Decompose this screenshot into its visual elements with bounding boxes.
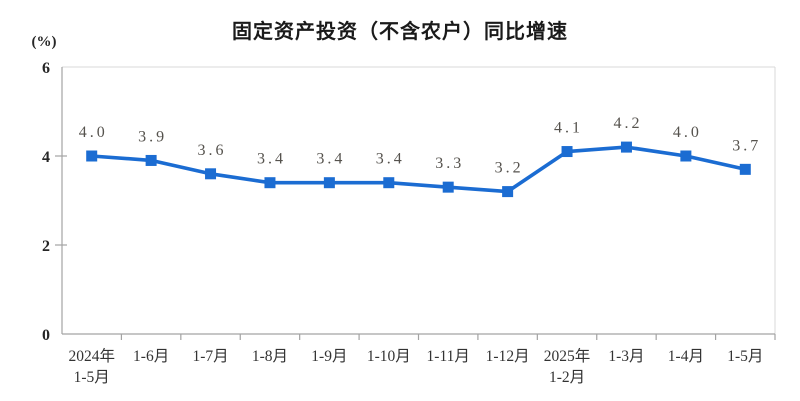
y-axis-tick-label: 4 bbox=[42, 149, 50, 166]
x-axis-tick-label: 1-10月 bbox=[367, 348, 411, 365]
data-point-label: 3.9 bbox=[138, 128, 167, 145]
x-axis-tick-label: 1-9月 bbox=[311, 348, 347, 365]
data-point-label: 4.0 bbox=[673, 124, 702, 141]
data-point-marker bbox=[145, 154, 157, 166]
data-point-label: 3.6 bbox=[198, 142, 227, 159]
data-point-label: 4.1 bbox=[554, 120, 583, 137]
data-point-label: 3.4 bbox=[316, 151, 345, 168]
x-axis-tick-label: 1-8月 bbox=[252, 348, 288, 365]
chart-title: 固定资产投资（不含农户）同比增速 bbox=[232, 21, 568, 43]
data-point-label: 4.0 bbox=[79, 124, 108, 141]
data-point-label: 3.2 bbox=[495, 160, 524, 177]
y-axis-tick-label: 0 bbox=[42, 327, 50, 344]
x-axis-tick-label: 1-4月 bbox=[668, 348, 704, 365]
data-point-marker bbox=[561, 146, 573, 158]
data-point-marker bbox=[264, 177, 276, 189]
x-axis-tick-label: 1-6月 bbox=[133, 348, 169, 365]
x-axis-tick-label: 1-7月 bbox=[192, 348, 228, 365]
x-axis-tick-label: 1-12月 bbox=[486, 348, 530, 365]
x-axis-tick-label: 2025年 1-2月 bbox=[544, 347, 591, 386]
x-axis-tick-label: 1-3月 bbox=[608, 348, 644, 365]
data-point-label: 3.3 bbox=[435, 155, 464, 172]
data-point-marker bbox=[620, 141, 632, 153]
data-point-marker bbox=[442, 181, 454, 193]
y-axis-unit-label: (%) bbox=[31, 34, 57, 50]
data-point-marker bbox=[383, 177, 395, 189]
x-axis-tick-label: 1-11月 bbox=[427, 348, 470, 365]
data-point-label: 4.2 bbox=[613, 115, 642, 132]
y-axis-tick-label: 6 bbox=[42, 60, 50, 77]
data-point-marker bbox=[86, 150, 98, 162]
x-axis-tick-label: 2024年 1-5月 bbox=[68, 347, 115, 386]
data-point-marker bbox=[205, 168, 217, 180]
data-point-marker bbox=[680, 150, 692, 162]
y-axis-tick-label: 2 bbox=[42, 238, 50, 255]
data-point-label: 3.4 bbox=[257, 151, 286, 168]
data-point-marker bbox=[739, 163, 751, 175]
data-point-marker bbox=[323, 177, 335, 189]
series-line bbox=[89, 145, 748, 194]
data-point-marker bbox=[502, 186, 514, 198]
data-point-label: 3.7 bbox=[732, 137, 761, 154]
data-point-label: 3.4 bbox=[376, 151, 405, 168]
x-axis-tick-label: 1-5月 bbox=[727, 348, 763, 365]
